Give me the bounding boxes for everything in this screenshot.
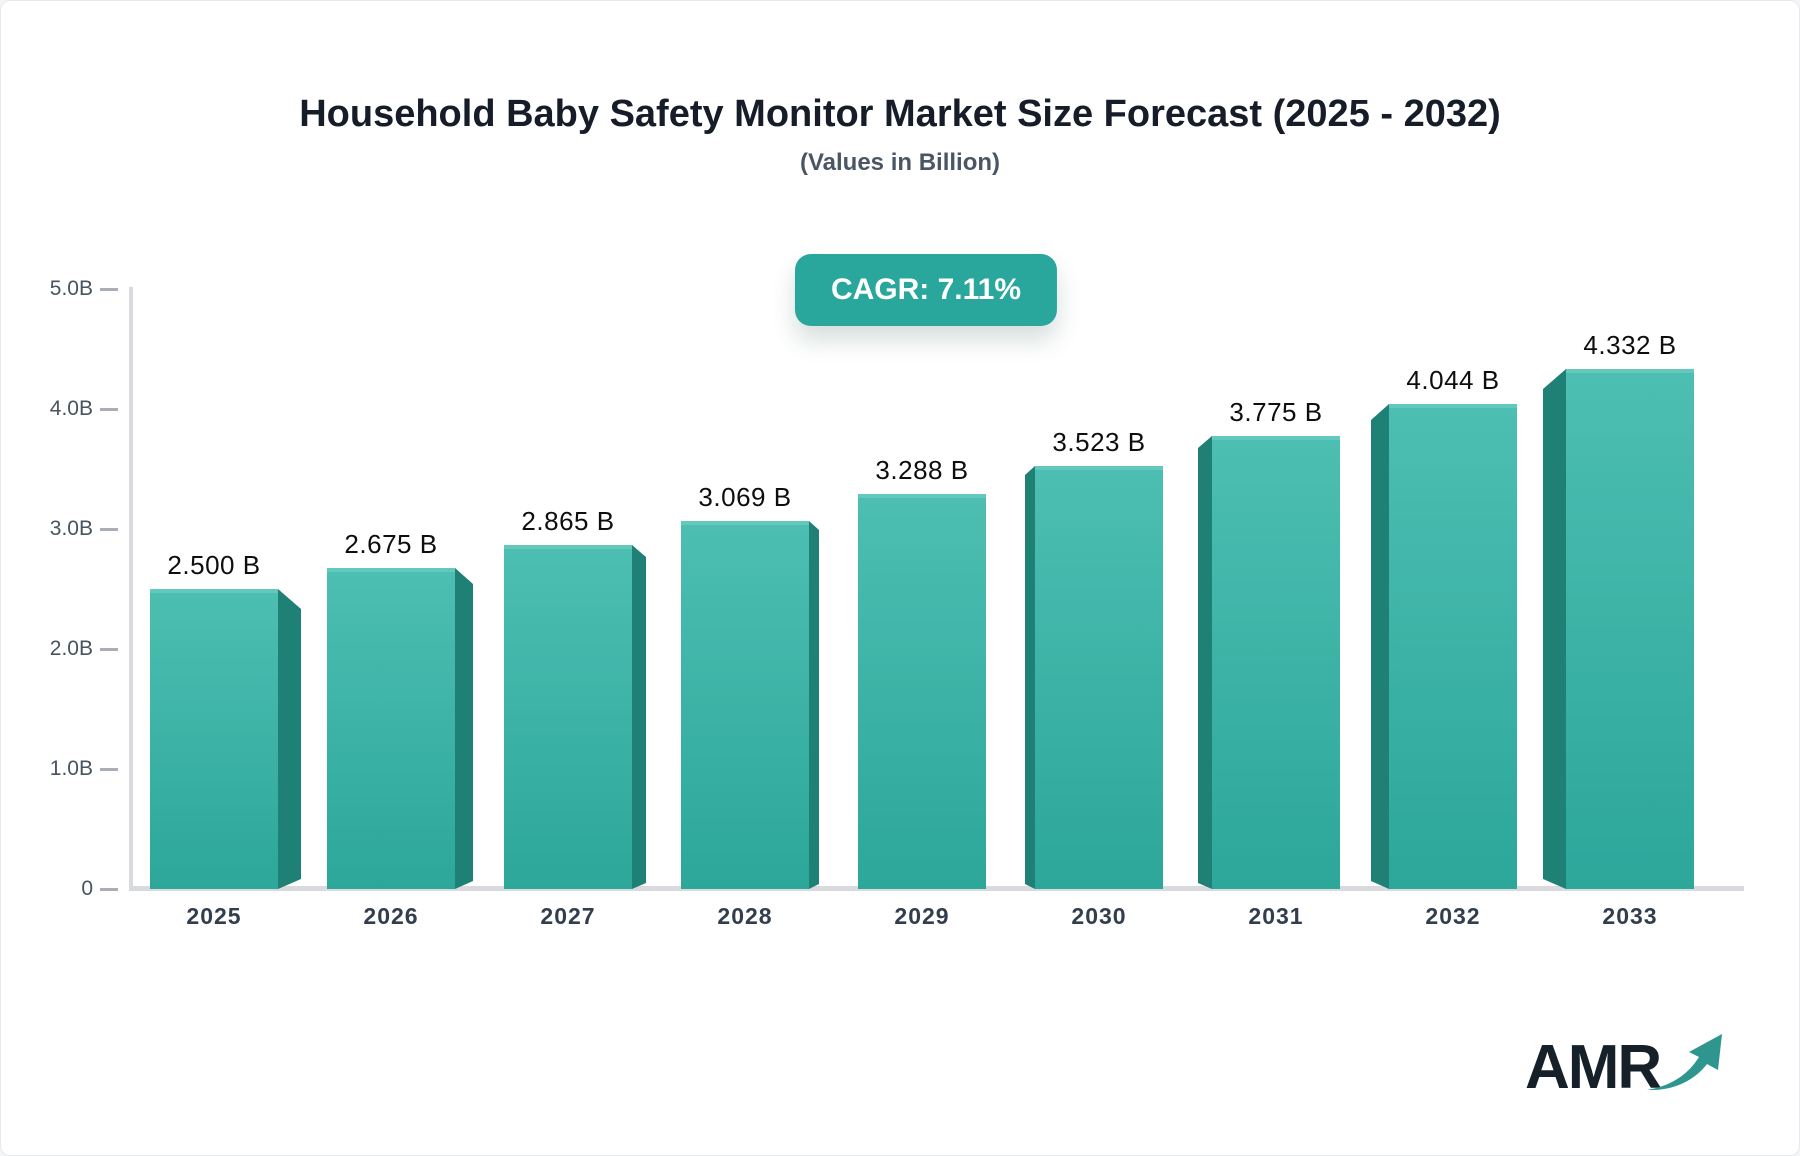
y-axis-label: 1.0B — [49, 757, 93, 780]
chart-subtitle: (Values in Billion) — [799, 149, 1001, 176]
growth-arrow-icon — [1647, 1034, 1723, 1091]
bar-value-label: 4.332 B — [1583, 330, 1677, 360]
bar-front-face — [858, 494, 986, 889]
bar-2025[interactable] — [150, 589, 301, 889]
bar-top-highlight — [1035, 466, 1163, 470]
bar-top-highlight — [1389, 404, 1517, 408]
y-axis-tick — [100, 528, 118, 531]
bar-front-face — [1212, 436, 1340, 889]
bar-2027[interactable] — [504, 545, 646, 889]
bar-side-face — [1025, 466, 1035, 889]
y-axis-tick — [100, 768, 118, 771]
x-axis-label: 2033 — [1602, 903, 1658, 929]
y-axis-label: 3.0B — [49, 517, 93, 540]
bar-front-face — [1389, 404, 1517, 889]
y-axis-label: 0 — [81, 877, 93, 900]
bar-top-highlight — [1212, 436, 1340, 440]
bar-side-face — [455, 568, 473, 889]
y-axis-tick — [100, 648, 118, 651]
bar-value-label: 4.044 B — [1406, 365, 1500, 395]
cagr-badge: CAGR: 7.11% — [794, 254, 1058, 326]
bar-front-face — [1566, 369, 1694, 889]
bar-side-face — [1371, 404, 1389, 889]
bar-2029[interactable] — [858, 494, 986, 889]
y-axis-line — [129, 287, 133, 891]
bar-top-highlight — [858, 494, 986, 498]
x-axis-label: 2028 — [717, 903, 773, 929]
bar-top-highlight — [681, 521, 809, 525]
y-axis-tick — [100, 288, 118, 291]
bar-front-face — [1035, 466, 1163, 889]
bar-side-face — [809, 521, 819, 889]
x-axis-label: 2027 — [540, 903, 596, 929]
bar-value-label: 2.865 B — [521, 506, 615, 536]
bar-front-face — [150, 589, 278, 889]
bar-top-highlight — [150, 589, 278, 593]
bar-side-face — [632, 545, 646, 889]
bar-front-face — [681, 521, 809, 889]
amr-logo-text: AMR — [1525, 1033, 1662, 1102]
chart-title: Household Baby Safety Monitor Market Siz… — [299, 93, 1501, 135]
bar-side-face — [1543, 369, 1566, 889]
bar-top-highlight — [327, 568, 455, 572]
bar-value-label: 3.069 B — [698, 482, 792, 512]
y-axis-label: 5.0B — [49, 277, 93, 300]
bar-top-highlight — [1566, 369, 1694, 373]
bar-value-label: 2.675 B — [344, 529, 438, 559]
bar-2033[interactable] — [1543, 369, 1694, 889]
bar-value-label: 2.500 B — [167, 550, 261, 580]
bar-2031[interactable] — [1198, 436, 1340, 889]
bar-2026[interactable] — [327, 568, 473, 889]
x-axis-label: 2032 — [1425, 903, 1481, 929]
bar-side-face — [278, 589, 301, 889]
bar-2028[interactable] — [681, 521, 819, 889]
bar-2030[interactable] — [1025, 466, 1163, 889]
bar-value-label: 3.288 B — [875, 455, 969, 485]
x-axis-label: 2025 — [186, 903, 242, 929]
x-axis-label: 2030 — [1071, 903, 1127, 929]
bar-side-face — [1198, 436, 1212, 889]
bar-value-label: 3.775 B — [1229, 397, 1323, 427]
bar-value-label: 3.523 B — [1052, 427, 1146, 457]
x-axis-label: 2026 — [363, 903, 419, 929]
bar-top-highlight — [504, 545, 632, 549]
y-axis-label: 2.0B — [49, 637, 93, 660]
y-axis-label: 4.0B — [49, 397, 93, 420]
amr-logo: AMR — [1525, 1033, 1736, 1102]
bar-front-face — [504, 545, 632, 889]
x-axis-label: 2031 — [1248, 903, 1304, 929]
x-axis-label: 2029 — [894, 903, 950, 929]
bar-2032[interactable] — [1371, 404, 1517, 889]
bar-front-face — [327, 568, 455, 889]
y-axis-tick — [100, 888, 118, 891]
y-axis-tick — [100, 408, 118, 411]
